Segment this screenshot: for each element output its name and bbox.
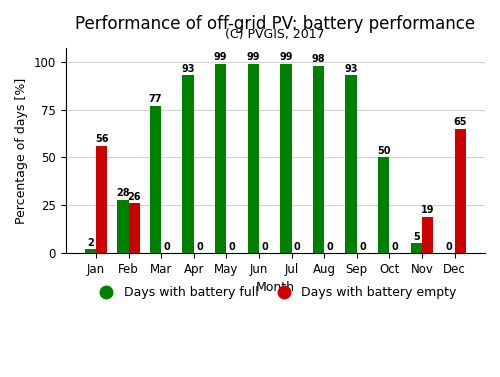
Bar [215,64,226,253]
Text: 28: 28 [116,188,130,198]
Bar [128,203,140,253]
Text: 98: 98 [312,54,326,64]
Bar [312,66,324,253]
Text: 99: 99 [214,52,228,62]
Text: 93: 93 [344,64,358,74]
Text: 50: 50 [377,146,390,156]
Text: 0: 0 [262,242,268,251]
Text: 0: 0 [359,242,366,251]
Title: Performance of off-grid PV: battery performance: Performance of off-grid PV: battery perf… [75,15,475,33]
Bar [248,64,259,253]
Bar [454,129,466,253]
Text: 93: 93 [182,64,195,74]
Bar [378,158,390,253]
Bar [410,244,422,253]
Text: 0: 0 [446,242,452,251]
Text: 2: 2 [87,238,94,248]
Legend: Days with battery full, Days with battery empty: Days with battery full, Days with batter… [89,281,462,304]
Bar [280,64,291,253]
Text: 5: 5 [413,232,420,242]
Y-axis label: Percentage of days [%]: Percentage of days [%] [15,78,28,224]
Bar [182,75,194,253]
Bar [84,249,96,253]
Bar [150,106,161,253]
Text: 65: 65 [454,117,467,127]
Text: 0: 0 [294,242,300,251]
Bar [346,75,356,253]
Text: 19: 19 [421,205,434,215]
Text: 0: 0 [392,242,398,251]
Text: 26: 26 [128,192,141,202]
Text: (C) PVGIS, 2017: (C) PVGIS, 2017 [226,28,325,41]
Text: 0: 0 [326,242,333,251]
Text: 0: 0 [228,242,235,251]
Bar [96,146,108,253]
Text: 77: 77 [148,94,162,104]
Bar [422,217,434,253]
Text: 99: 99 [279,52,292,62]
Text: 0: 0 [164,242,170,251]
Text: 56: 56 [95,135,108,144]
X-axis label: Month: Month [256,281,295,294]
Text: 0: 0 [196,242,203,251]
Bar [117,199,128,253]
Text: 99: 99 [246,52,260,62]
